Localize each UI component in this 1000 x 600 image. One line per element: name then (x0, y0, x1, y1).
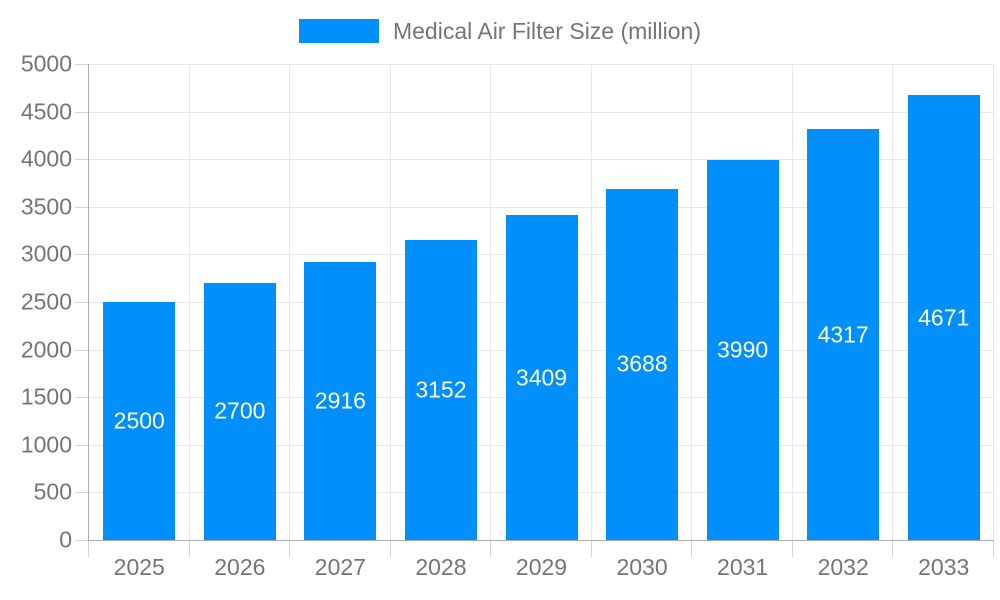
y-gridline (89, 64, 994, 65)
y-axis-tick (75, 349, 88, 351)
y-gridline (89, 159, 994, 161)
x-gridline (691, 64, 693, 540)
y-axis-tick-label: 3500 (20, 193, 72, 220)
x-gridline (389, 64, 391, 540)
x-axis-category-label: 2033 (918, 554, 970, 580)
y-axis-tick (75, 492, 88, 494)
y-axis-tick-label: 1500 (20, 383, 72, 410)
x-axis-tick (88, 541, 89, 557)
x-axis-tick (993, 541, 994, 557)
y-axis-tick (75, 397, 88, 399)
x-axis-tick (188, 541, 190, 557)
x-axis-category-label: 2030 (616, 554, 668, 580)
y-axis-tick-label: 4000 (20, 145, 72, 172)
y-axis-tick-label: 3000 (20, 240, 72, 267)
x-gridline (993, 64, 994, 540)
y-axis-tick (75, 302, 88, 303)
bar[interactable]: 4671 (907, 95, 980, 540)
x-gridline (590, 64, 592, 540)
x-axis-tick (490, 541, 492, 557)
x-gridline (490, 64, 492, 540)
y-axis-labels: 0 500 1000 1500 2000 2500 3000 3500 4000 4500 5000 (0, 52, 72, 551)
x-gridline (791, 64, 793, 540)
bar-value-label: 3688 (616, 350, 668, 377)
x-axis-category-label: 2025 (113, 554, 165, 580)
x-axis-category-label: 2026 (214, 554, 266, 580)
x-gridline (188, 64, 190, 540)
x-axis-category-label: 2032 (817, 554, 869, 580)
y-axis-tick-label: 1000 (20, 431, 72, 458)
y-axis-tick-label: 2500 (20, 288, 72, 315)
bar-value-label: 2500 (113, 407, 165, 434)
x-axis-tick (791, 541, 793, 557)
bar-value-label: 3152 (415, 376, 467, 403)
bar-value-label: 3409 (515, 364, 568, 391)
y-axis-tick (75, 64, 88, 65)
bar-value-label: 3990 (717, 336, 769, 363)
legend-swatch[interactable] (298, 19, 379, 43)
y-axis-tick (75, 254, 88, 256)
y-gridline (89, 111, 994, 113)
x-axis-tick (289, 541, 291, 557)
y-axis-tick-label: 0 (59, 526, 72, 553)
bar[interactable]: 2916 (304, 262, 377, 540)
x-axis-category-label: 2028 (415, 554, 467, 580)
bar[interactable]: 3688 (606, 188, 679, 540)
bar[interactable]: 2700 (203, 282, 276, 540)
x-axis-category-label: 2027 (314, 554, 366, 580)
legend-label: Medical Air Filter Size (million) (392, 18, 701, 44)
plot-area: 2500 2025 2700 2026 2916 2027 3152 2028 3409 2029… (75, 64, 994, 580)
x-axis-category-label: 2029 (515, 554, 568, 580)
x-axis-category-label: 2031 (717, 554, 769, 580)
x-axis-tick (892, 541, 894, 557)
bar[interactable]: 4317 (807, 129, 880, 540)
y-gridline (89, 206, 994, 208)
bar-value-label: 2700 (214, 397, 266, 424)
y-axis-tick-label: 5000 (20, 50, 72, 77)
bar[interactable]: 3152 (404, 239, 477, 540)
y-axis-tick-label: 500 (33, 478, 72, 505)
x-gridline (289, 64, 291, 540)
bar[interactable]: 3409 (505, 215, 578, 540)
x-axis-tick (590, 541, 592, 557)
y-axis-tick-label: 2000 (20, 336, 72, 363)
y-axis-tick (75, 159, 88, 161)
x-axis-tick (389, 541, 391, 557)
bar[interactable]: 3990 (706, 160, 779, 540)
y-axis-tick (75, 206, 88, 208)
y-axis-tick-label: 4500 (20, 98, 72, 125)
y-axis-tick (75, 111, 88, 113)
bar-value-label: 4671 (918, 304, 970, 331)
bar-value-label: 4317 (817, 321, 869, 348)
bar-value-label: 2916 (314, 387, 366, 414)
y-axis-tick (75, 540, 88, 541)
x-gridline (892, 64, 894, 540)
bar[interactable]: 2500 (103, 302, 176, 540)
y-axis-tick (75, 444, 88, 446)
legend[interactable]: Medical Air Filter Size (million) (0, 18, 1000, 44)
x-axis-tick (691, 541, 693, 557)
